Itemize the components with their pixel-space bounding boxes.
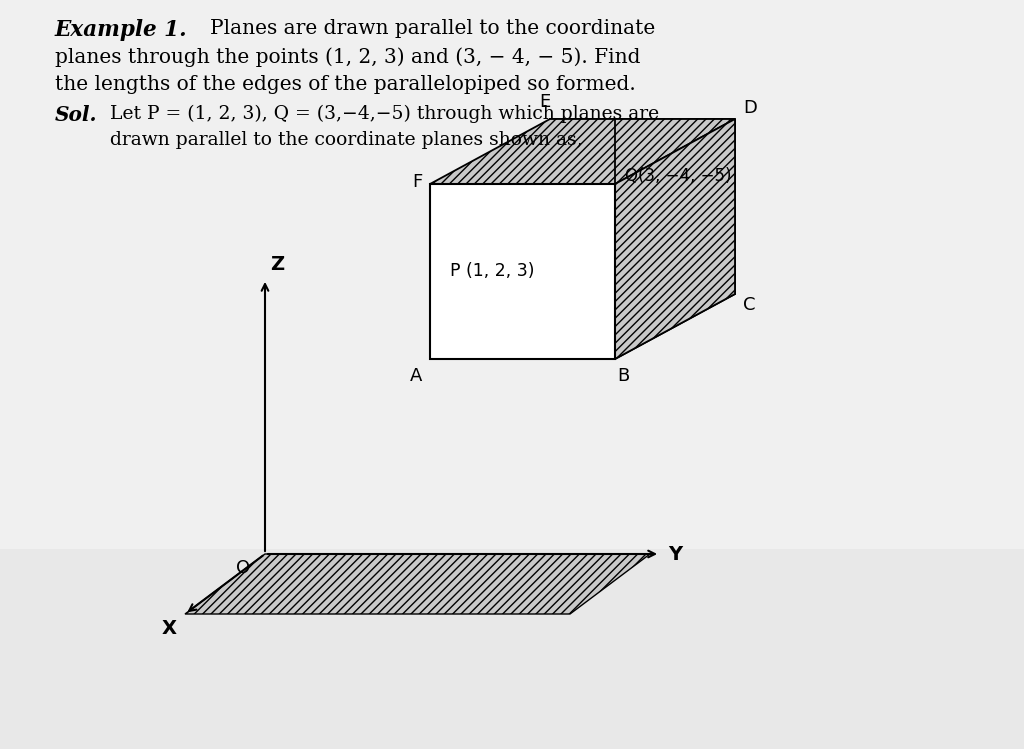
Text: E: E [540, 93, 551, 111]
Text: Z: Z [270, 255, 284, 274]
Text: the lengths of the edges of the parallelopiped so formed.: the lengths of the edges of the parallel… [55, 75, 636, 94]
Text: Q(3, −4, −5): Q(3, −4, −5) [625, 167, 731, 185]
Text: Let P = (1, 2, 3), Q = (3,−4,−5) through which planes are: Let P = (1, 2, 3), Q = (3,−4,−5) through… [110, 105, 659, 124]
Text: X: X [162, 619, 177, 638]
Polygon shape [430, 184, 615, 359]
Text: C: C [743, 296, 756, 314]
Polygon shape [550, 119, 735, 294]
Text: B: B [617, 367, 630, 385]
Text: P (1, 2, 3): P (1, 2, 3) [450, 262, 535, 280]
Text: Example 1.: Example 1. [55, 19, 187, 41]
Text: A: A [410, 367, 422, 385]
Text: Sol.: Sol. [55, 105, 97, 125]
Polygon shape [615, 119, 735, 359]
Polygon shape [0, 0, 1024, 549]
Text: O: O [236, 559, 250, 577]
Text: Planes are drawn parallel to the coordinate: Planes are drawn parallel to the coordin… [210, 19, 655, 38]
Text: F: F [412, 173, 422, 191]
Text: D: D [743, 99, 757, 117]
Polygon shape [185, 554, 650, 614]
Polygon shape [430, 119, 735, 184]
Text: planes through the points (1, 2, 3) and (3, − 4, − 5). Find: planes through the points (1, 2, 3) and … [55, 47, 640, 67]
Text: drawn parallel to the coordinate planes shown as,: drawn parallel to the coordinate planes … [110, 131, 583, 149]
Text: Y: Y [668, 545, 682, 563]
Polygon shape [430, 294, 735, 359]
